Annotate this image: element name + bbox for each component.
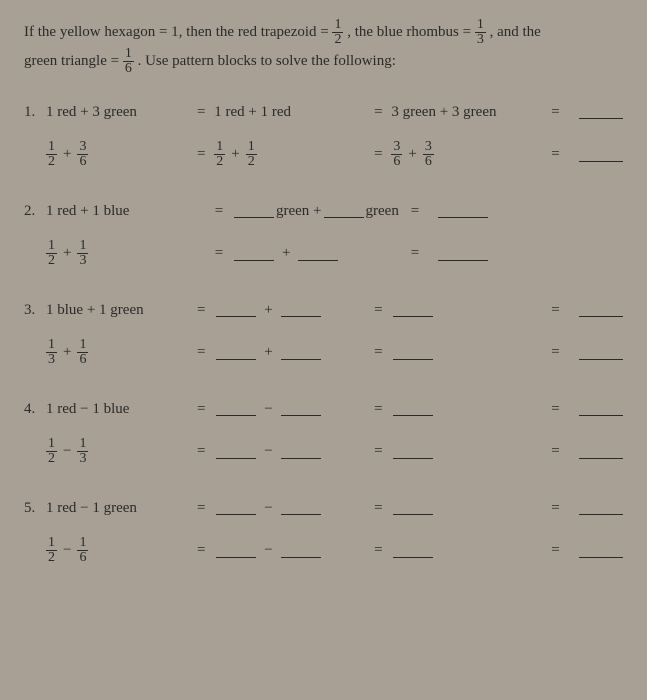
fill-blank[interactable] bbox=[324, 204, 364, 218]
p5-right bbox=[391, 501, 542, 515]
fill-blank[interactable] bbox=[216, 501, 256, 515]
p3-frac-mid: + bbox=[214, 344, 365, 361]
p1-mid: 1 red + 1 red bbox=[214, 104, 365, 121]
fill-blank[interactable] bbox=[281, 544, 321, 558]
answer-blank[interactable] bbox=[579, 445, 623, 459]
p2-frac-mid: + bbox=[232, 245, 402, 262]
fill-blank[interactable] bbox=[393, 445, 433, 459]
p5-left: 1 red − 1 green bbox=[46, 500, 188, 517]
fill-blank[interactable] bbox=[216, 445, 256, 459]
answer-blank[interactable] bbox=[579, 303, 623, 317]
p5-frac-right bbox=[391, 544, 542, 558]
answer-blank[interactable] bbox=[579, 346, 623, 360]
fill-blank[interactable] bbox=[281, 346, 321, 360]
fill-blank[interactable] bbox=[281, 402, 321, 416]
fill-blank[interactable] bbox=[234, 204, 274, 218]
problem-2: 2. 1 red + 1 blue = green + green = 12 +… bbox=[24, 197, 623, 268]
fill-blank[interactable] bbox=[393, 544, 433, 558]
equals: = bbox=[188, 104, 214, 121]
p3-mid: + bbox=[214, 302, 365, 319]
problem-1: 1. 1 red + 3 green = 1 red + 1 red = 3 g… bbox=[24, 98, 623, 169]
problem-number: 5. bbox=[24, 500, 46, 517]
p1-right: 3 green + 3 green bbox=[391, 104, 542, 121]
frac-third: 13 bbox=[475, 18, 486, 47]
p4-frac-right bbox=[391, 445, 542, 459]
p3-frac-right bbox=[391, 346, 542, 360]
fill-blank[interactable] bbox=[216, 544, 256, 558]
fill-blank[interactable] bbox=[281, 501, 321, 515]
frac-sixth: 16 bbox=[123, 47, 134, 76]
p1-frac-mid: 12 + 12 bbox=[214, 140, 365, 169]
intro-part1: If the yellow hexagon = 1, then the red … bbox=[24, 24, 332, 40]
p1-frac-right: 36 + 36 bbox=[391, 140, 542, 169]
p3-frac-left: 13 + 16 bbox=[46, 338, 188, 367]
fill-blank[interactable] bbox=[393, 303, 433, 317]
p3-left: 1 blue + 1 green bbox=[46, 302, 188, 319]
fill-blank[interactable] bbox=[393, 402, 433, 416]
answer-blank[interactable] bbox=[579, 402, 623, 416]
p4-right bbox=[391, 402, 542, 416]
fill-blank[interactable] bbox=[281, 445, 321, 459]
p1-frac-left: 12 + 36 bbox=[46, 140, 188, 169]
fill-blank[interactable] bbox=[393, 346, 433, 360]
equals: = bbox=[543, 104, 569, 121]
answer-blank[interactable] bbox=[579, 148, 623, 162]
fill-blank[interactable] bbox=[234, 247, 274, 261]
intro-part2: , the blue rhombus = bbox=[347, 24, 475, 40]
answer-blank[interactable] bbox=[438, 204, 488, 218]
p1-left: 1 red + 3 green bbox=[46, 104, 188, 121]
problem-3: 3. 1 blue + 1 green = + = = 13 + 16 = + … bbox=[24, 296, 623, 367]
fill-blank[interactable] bbox=[216, 402, 256, 416]
intro-part3: , and the bbox=[490, 24, 541, 40]
answer-blank[interactable] bbox=[438, 247, 488, 261]
equals: = bbox=[365, 104, 391, 121]
intro-part5: . Use pattern blocks to solve the follow… bbox=[138, 53, 396, 69]
problem-number: 3. bbox=[24, 302, 46, 319]
fill-blank[interactable] bbox=[216, 303, 256, 317]
p2-left: 1 red + 1 blue bbox=[46, 203, 206, 220]
p4-mid: − bbox=[214, 401, 365, 418]
p4-frac-left: 12 − 13 bbox=[46, 437, 188, 466]
p5-frac-left: 12 − 16 bbox=[46, 536, 188, 565]
problem-4: 4. 1 red − 1 blue = − = = 12 − 13 = − = bbox=[24, 395, 623, 466]
p5-mid: − bbox=[214, 500, 365, 517]
p4-frac-mid: − bbox=[214, 443, 365, 460]
answer-blank[interactable] bbox=[579, 501, 623, 515]
fill-blank[interactable] bbox=[393, 501, 433, 515]
p2-frac-left: 12 + 13 bbox=[46, 239, 206, 268]
p4-left: 1 red − 1 blue bbox=[46, 401, 188, 418]
problem-number: 1. bbox=[24, 104, 46, 121]
fill-blank[interactable] bbox=[281, 303, 321, 317]
p2-mid: green + green bbox=[232, 203, 402, 220]
problem-number: 2. bbox=[24, 203, 46, 220]
fill-blank[interactable] bbox=[216, 346, 256, 360]
problem-number: 4. bbox=[24, 401, 46, 418]
p3-right bbox=[391, 303, 542, 317]
p5-frac-mid: − bbox=[214, 542, 365, 559]
problem-5: 5. 1 red − 1 green = − = = 12 − 16 = − = bbox=[24, 494, 623, 565]
frac-half: 12 bbox=[332, 18, 343, 47]
answer-blank[interactable] bbox=[579, 544, 623, 558]
intro-part4: green triangle = bbox=[24, 53, 123, 69]
fill-blank[interactable] bbox=[298, 247, 338, 261]
answer-blank[interactable] bbox=[579, 105, 623, 119]
intro-text: If the yellow hexagon = 1, then the red … bbox=[24, 18, 623, 76]
